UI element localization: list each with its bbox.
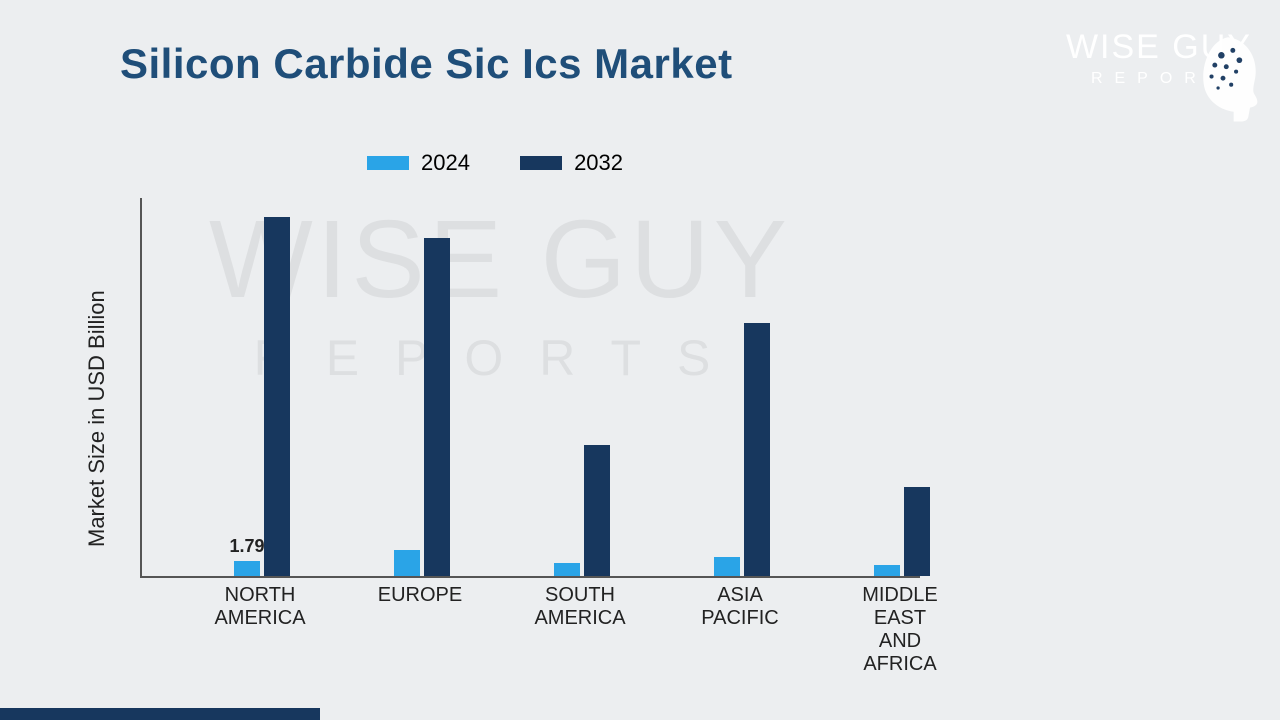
bar-group (522, 445, 642, 576)
legend: 2024 2032 (60, 150, 930, 176)
brand-head-icon (1180, 34, 1266, 124)
bar (744, 323, 770, 576)
chart: 2024 2032 Market Size in USD Billion 1.7… (60, 150, 930, 670)
bar-group (362, 238, 482, 576)
bar (554, 563, 580, 577)
x-axis-label: ASIAPACIFIC (670, 584, 810, 630)
legend-label-2032: 2032 (574, 150, 623, 176)
legend-label-2024: 2024 (421, 150, 470, 176)
chart-title: Silicon Carbide Sic Ics Market (120, 40, 733, 88)
x-axis-label: MIDDLEEASTANDAFRICA (830, 584, 970, 676)
bar (874, 565, 900, 576)
bar (584, 445, 610, 576)
bar (714, 557, 740, 576)
legend-swatch-2024 (367, 156, 409, 170)
bar-value-label: 1.79 (229, 536, 264, 557)
bar (904, 487, 930, 576)
bottom-accent-bar (0, 708, 320, 720)
x-axis-label: NORTHAMERICA (190, 584, 330, 630)
legend-item-2024: 2024 (367, 150, 470, 176)
stage: Silicon Carbide Sic Ics Market WISE GUY … (0, 0, 1280, 720)
legend-item-2032: 2032 (520, 150, 623, 176)
bar-group (682, 323, 802, 576)
bar (264, 217, 290, 576)
bar-group (842, 487, 962, 576)
y-axis-label: Market Size in USD Billion (84, 290, 110, 547)
bar (394, 550, 420, 576)
legend-swatch-2032 (520, 156, 562, 170)
bar-group: 1.79 (202, 217, 322, 576)
plot-area: 1.79 (140, 198, 920, 578)
x-axis-label: SOUTHAMERICA (510, 584, 650, 630)
bar (424, 238, 450, 576)
x-axis-label: EUROPE (350, 584, 490, 607)
bar: 1.79 (234, 561, 260, 576)
